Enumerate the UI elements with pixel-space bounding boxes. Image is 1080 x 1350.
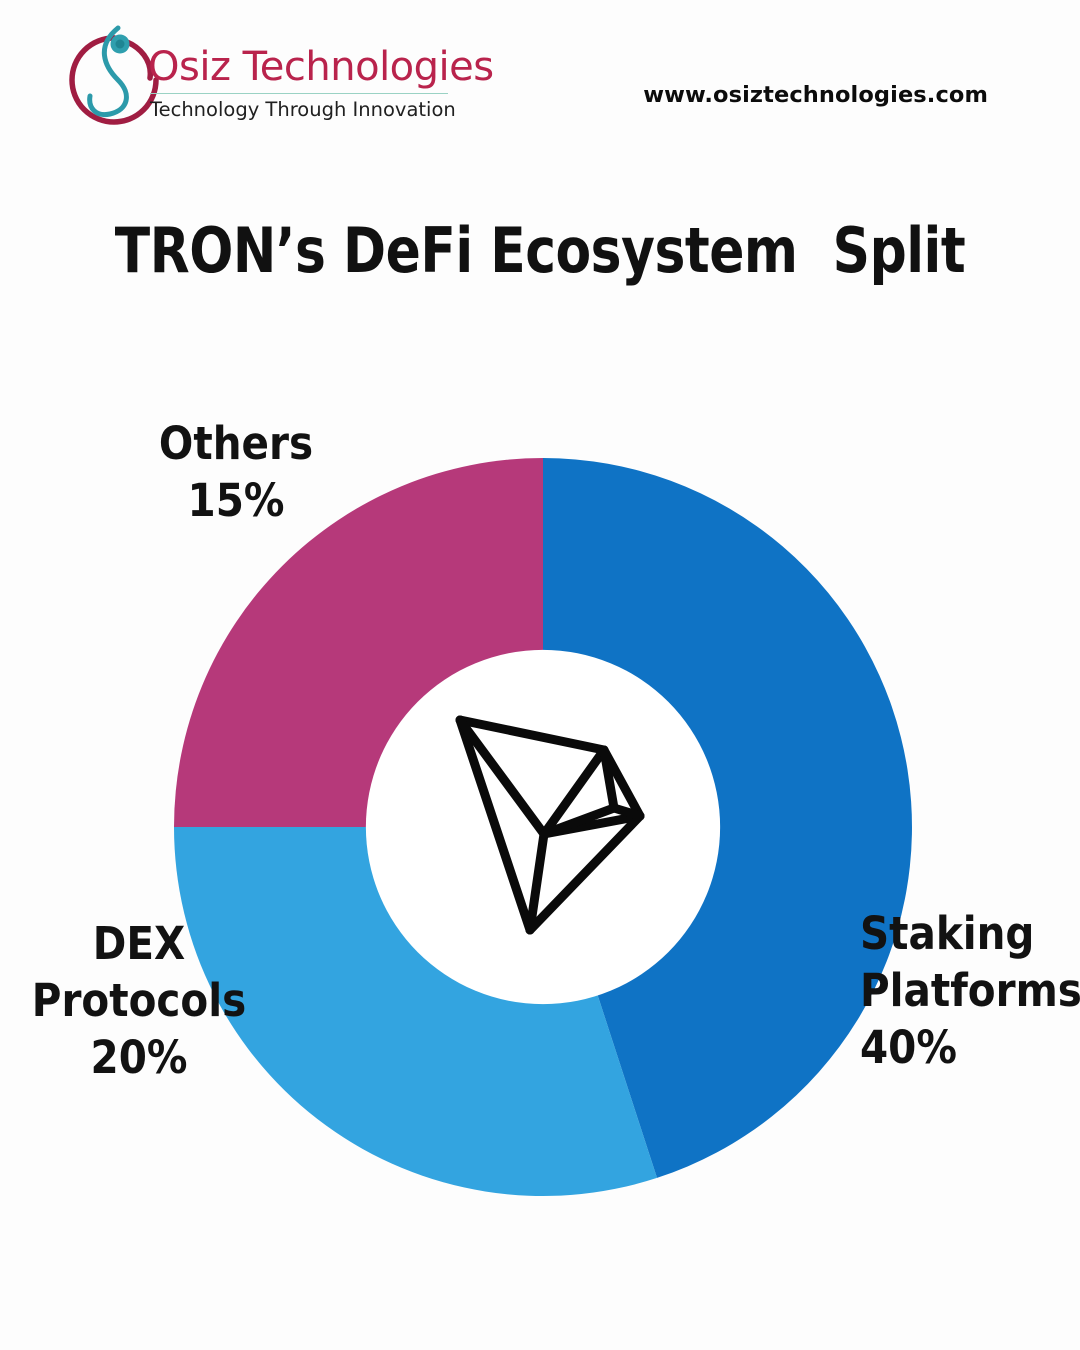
company-tagline: Technology Through Innovation xyxy=(150,98,456,121)
osiz-spiral-logo-icon xyxy=(60,22,170,138)
website-url[interactable]: www.osiztechnologies.com xyxy=(643,82,988,108)
donut-hole xyxy=(365,649,721,1005)
slice-label-dex-protocols: DEX Protocols 20% xyxy=(31,917,247,1084)
donut-slice-staking-platforms[interactable] xyxy=(543,458,912,1178)
header: Osiz Technologies Technology Through Inn… xyxy=(0,0,1080,160)
slice-label-staking-platforms: Staking Platforms 40% xyxy=(860,907,1080,1074)
wordmark-divider xyxy=(150,93,448,94)
brand-wordmark: Osiz Technologies Technology Through Inn… xyxy=(148,44,528,123)
brand-logo[interactable]: Osiz Technologies Technology Through Inn… xyxy=(60,18,530,138)
donut-chart-svg xyxy=(174,458,912,1196)
slice-label-others: Others 15% xyxy=(158,417,314,527)
company-name: Osiz Technologies xyxy=(148,44,494,90)
page-title: TRON’s DeFi Ecosystem Split xyxy=(114,214,966,287)
